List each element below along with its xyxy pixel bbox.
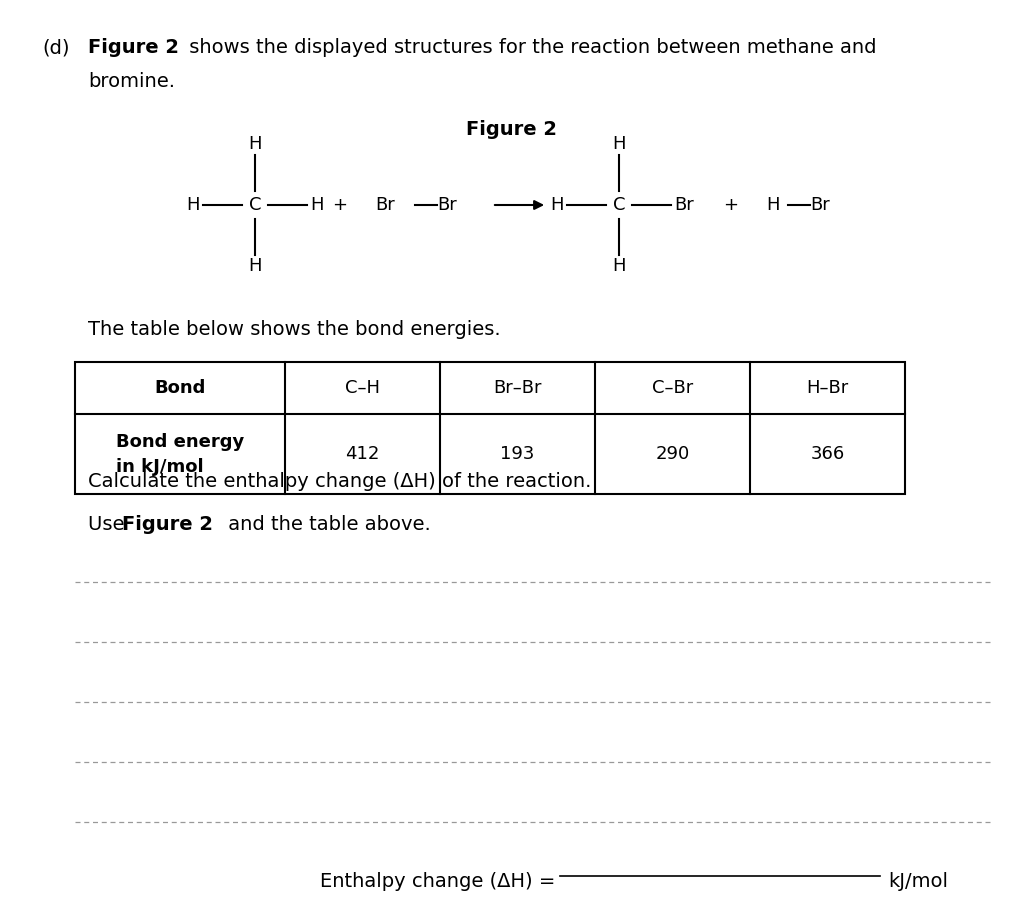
Text: H–Br: H–Br bbox=[806, 379, 849, 397]
Text: Br: Br bbox=[810, 196, 829, 214]
Text: H: H bbox=[186, 196, 200, 214]
Text: Calculate the enthalpy change (ΔH) of the reaction.: Calculate the enthalpy change (ΔH) of th… bbox=[88, 472, 592, 491]
Text: Bond: Bond bbox=[155, 379, 206, 397]
Text: H: H bbox=[612, 257, 626, 275]
Text: Br–Br: Br–Br bbox=[494, 379, 542, 397]
Text: Figure 2: Figure 2 bbox=[122, 515, 213, 534]
Bar bbox=[75, 362, 905, 494]
Text: 412: 412 bbox=[345, 445, 380, 463]
Text: The table below shows the bond energies.: The table below shows the bond energies. bbox=[88, 320, 501, 339]
Text: C–H: C–H bbox=[345, 379, 380, 397]
Text: 366: 366 bbox=[810, 445, 845, 463]
Text: 290: 290 bbox=[655, 445, 689, 463]
Text: shows the displayed structures for the reaction between methane and: shows the displayed structures for the r… bbox=[183, 38, 877, 57]
Text: Br: Br bbox=[375, 196, 394, 214]
Text: C–Br: C–Br bbox=[652, 379, 693, 397]
Text: Enthalpy change (ΔH) =: Enthalpy change (ΔH) = bbox=[319, 872, 555, 891]
Text: C: C bbox=[249, 196, 261, 214]
Text: kJ/mol: kJ/mol bbox=[888, 872, 948, 891]
Text: H: H bbox=[248, 135, 262, 153]
Text: Figure 2: Figure 2 bbox=[467, 120, 557, 139]
Text: H: H bbox=[766, 196, 779, 214]
Text: and the table above.: and the table above. bbox=[222, 515, 431, 534]
Text: +: + bbox=[333, 196, 347, 214]
Text: 193: 193 bbox=[501, 445, 535, 463]
Text: Br: Br bbox=[674, 196, 693, 214]
Text: Br: Br bbox=[437, 196, 457, 214]
Text: H: H bbox=[310, 196, 324, 214]
Text: Bond energy
in kJ/mol: Bond energy in kJ/mol bbox=[116, 433, 244, 475]
Text: Figure 2: Figure 2 bbox=[88, 38, 179, 57]
Text: (d): (d) bbox=[42, 38, 70, 57]
Text: Use: Use bbox=[88, 515, 131, 534]
Text: H: H bbox=[612, 135, 626, 153]
Text: H: H bbox=[551, 196, 564, 214]
Text: C: C bbox=[612, 196, 626, 214]
Text: +: + bbox=[724, 196, 738, 214]
Text: H: H bbox=[248, 257, 262, 275]
Text: bromine.: bromine. bbox=[88, 72, 175, 91]
